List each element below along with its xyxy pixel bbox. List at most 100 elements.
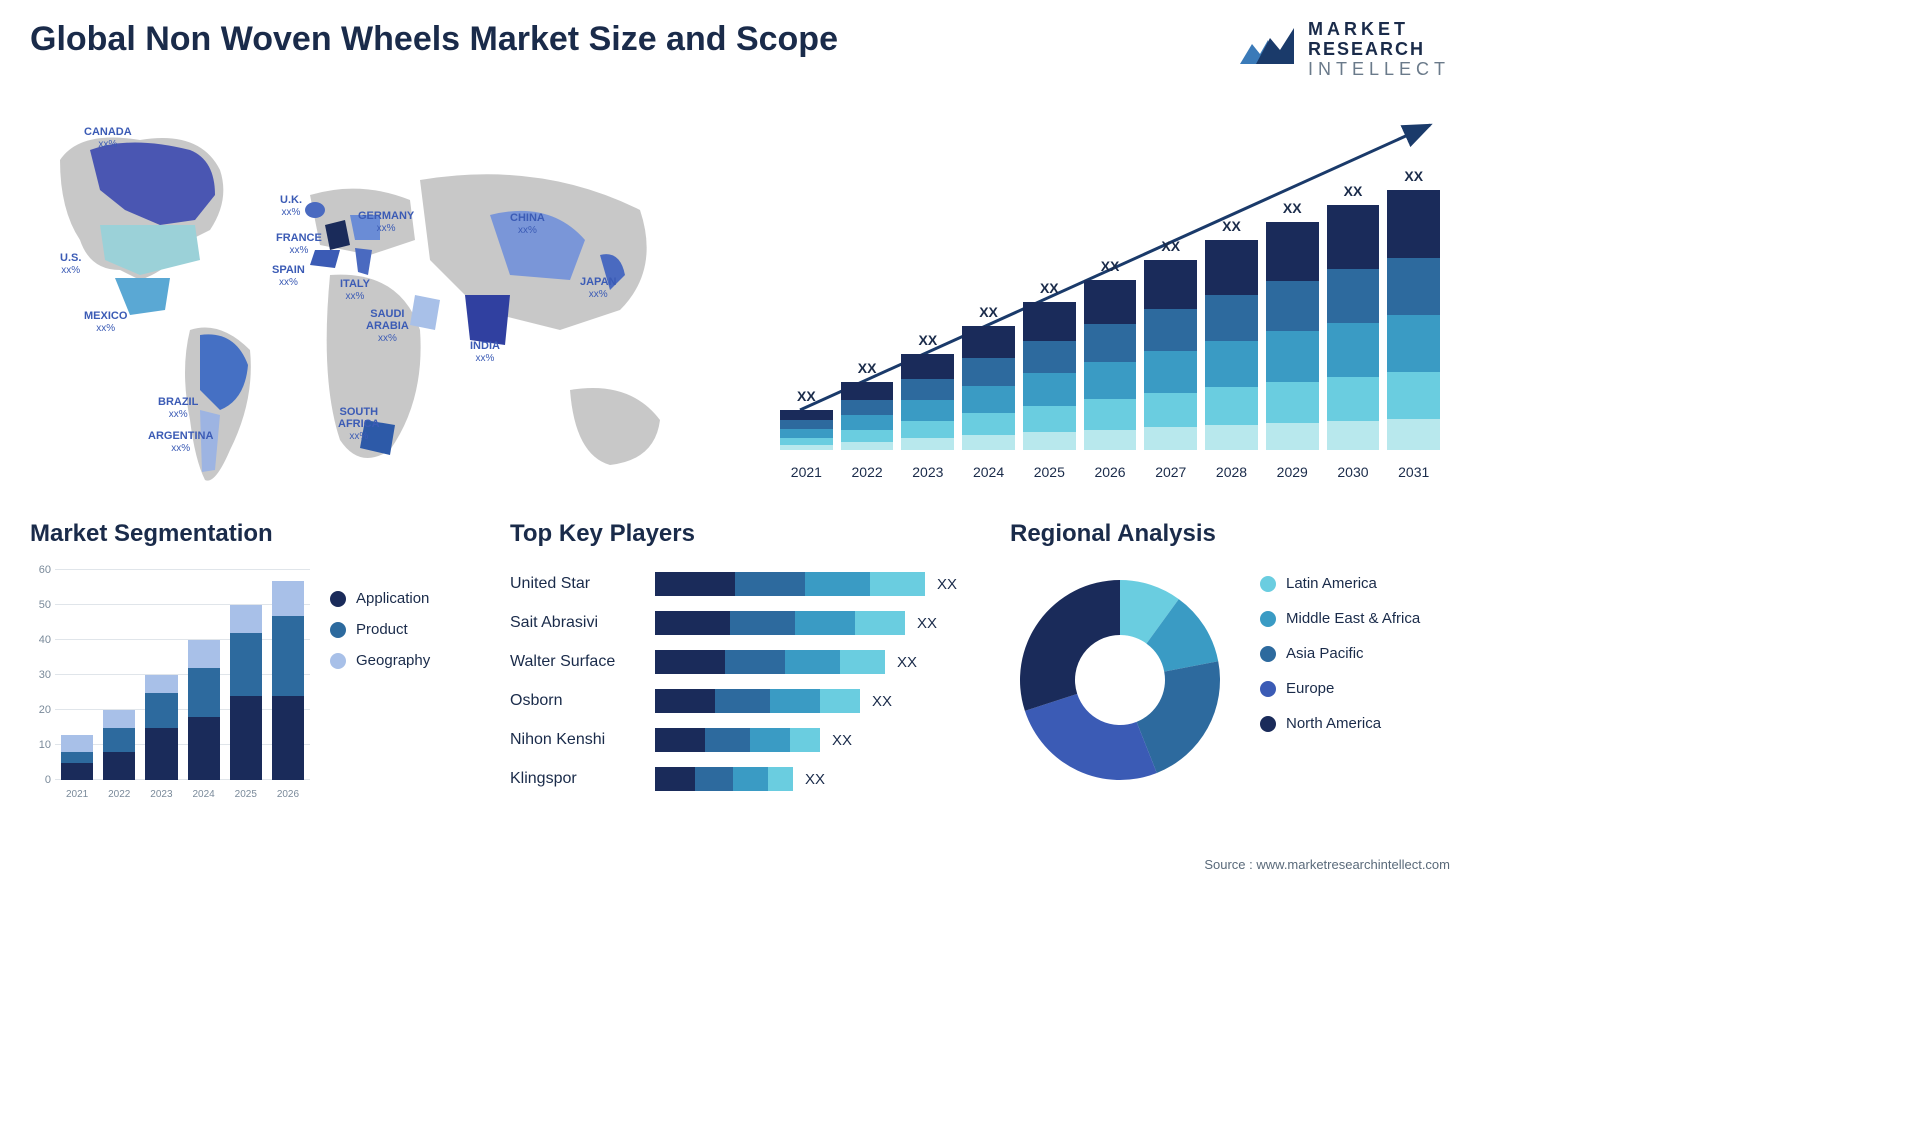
player-row: Sait AbrasiviXX xyxy=(510,609,980,637)
seg-ytick: 10 xyxy=(39,739,51,751)
player-name: Klingspor xyxy=(510,770,655,788)
map-label: ARGENTINAxx% xyxy=(148,430,213,454)
growth-bar xyxy=(780,410,833,450)
legend-label: Product xyxy=(356,621,408,638)
seg-ytick: 20 xyxy=(39,704,51,716)
growth-bar-col: XX xyxy=(962,304,1015,450)
seg-year-label: 2021 xyxy=(61,789,93,800)
seg-bar-segment xyxy=(103,710,135,727)
growth-bar-segment xyxy=(1144,393,1197,427)
player-bar xyxy=(655,650,885,674)
growth-bars: XXXXXXXXXXXXXXXXXXXXXX xyxy=(780,140,1440,450)
page-title: Global Non Woven Wheels Market Size and … xyxy=(30,20,838,59)
map-label: CHINAxx% xyxy=(510,212,545,236)
legend-item: Asia Pacific xyxy=(1260,645,1420,662)
growth-bar-segment xyxy=(1387,419,1440,450)
player-bar xyxy=(655,572,925,596)
growth-value-label: XX xyxy=(1222,218,1241,234)
players-title: Top Key Players xyxy=(510,520,980,548)
growth-bar-segment xyxy=(1023,432,1076,450)
growth-value-label: XX xyxy=(797,388,816,404)
seg-bar-col xyxy=(272,570,304,780)
seg-year-label: 2025 xyxy=(230,789,262,800)
player-row: Walter SurfaceXX xyxy=(510,648,980,676)
player-row: United Star XX xyxy=(510,570,980,598)
growth-year-label: 2031 xyxy=(1387,464,1440,480)
growth-bar-col: XX xyxy=(841,360,894,450)
growth-year-label: 2028 xyxy=(1205,464,1258,480)
logo-text-top: MARKET xyxy=(1308,20,1450,40)
map-label: GERMANYxx% xyxy=(358,210,414,234)
seg-bar-segment xyxy=(188,717,220,780)
player-bar-segment xyxy=(768,767,793,791)
player-bar-segment xyxy=(870,572,925,596)
growth-year-label: 2022 xyxy=(841,464,894,480)
growth-bar-segment xyxy=(901,379,954,400)
seg-bar-col xyxy=(145,570,177,780)
growth-year-label: 2023 xyxy=(901,464,954,480)
player-bar-segment xyxy=(715,689,770,713)
seg-bar-segment xyxy=(272,696,304,780)
player-value: XX xyxy=(937,576,957,593)
growth-bar-segment xyxy=(780,420,833,429)
growth-bar-segment xyxy=(1205,425,1258,450)
growth-bar-segment xyxy=(901,354,954,379)
legend-item: Geography xyxy=(330,652,430,669)
growth-bar xyxy=(1084,280,1137,450)
player-bar-segment xyxy=(735,572,805,596)
growth-year-label: 2029 xyxy=(1266,464,1319,480)
legend-dot xyxy=(1260,681,1276,697)
growth-bar-segment xyxy=(841,382,894,400)
player-value: XX xyxy=(917,615,937,632)
seg-bar-segment xyxy=(61,763,93,780)
player-name: United Star xyxy=(510,575,655,593)
growth-bar xyxy=(1023,302,1076,450)
growth-bar xyxy=(901,354,954,450)
segmentation-xlabels: 202120222023202420252026 xyxy=(55,789,310,800)
growth-value-label: XX xyxy=(1161,238,1180,254)
player-row: KlingsporXX xyxy=(510,765,980,793)
player-bar-segment xyxy=(705,728,750,752)
growth-bar-segment xyxy=(1144,427,1197,450)
regional-section: Regional Analysis Latin AmericaMiddle Ea… xyxy=(1010,520,1450,820)
player-name: Nihon Kenshi xyxy=(510,731,655,749)
seg-bar-segment xyxy=(61,735,93,752)
seg-bar-segment xyxy=(103,728,135,753)
player-bar xyxy=(655,689,860,713)
growth-bar-segment xyxy=(1327,269,1380,323)
segmentation-title: Market Segmentation xyxy=(30,520,450,548)
country-uk xyxy=(305,202,325,218)
growth-bar-segment xyxy=(962,326,1015,358)
player-value: XX xyxy=(832,732,852,749)
seg-ytick: 60 xyxy=(39,564,51,576)
land-au xyxy=(570,388,660,465)
growth-xlabels: 2021202220232024202520262027202820292030… xyxy=(780,464,1440,480)
growth-bar-col: XX xyxy=(1023,280,1076,450)
player-bar-segment xyxy=(655,572,735,596)
player-value: XX xyxy=(872,693,892,710)
growth-bar-segment xyxy=(1084,362,1137,399)
legend-label: Geography xyxy=(356,652,430,669)
growth-bar-segment xyxy=(1387,315,1440,372)
country-india xyxy=(465,295,510,345)
seg-bar-segment xyxy=(230,605,262,633)
growth-value-label: XX xyxy=(1283,200,1302,216)
seg-bar-segment xyxy=(272,616,304,696)
legend-label: Europe xyxy=(1286,680,1334,697)
growth-bar-segment xyxy=(1327,323,1380,377)
player-bar-segment xyxy=(785,650,840,674)
map-label: FRANCExx% xyxy=(276,232,322,256)
growth-year-label: 2030 xyxy=(1327,464,1380,480)
growth-bar-segment xyxy=(1205,240,1258,295)
players-section: Top Key Players United StarXXSait Abrasi… xyxy=(510,520,980,820)
seg-bar-segment xyxy=(188,640,220,668)
player-bar-segment xyxy=(750,728,790,752)
legend-label: Latin America xyxy=(1286,575,1377,592)
player-bar-segment xyxy=(795,611,855,635)
map-label: ITALYxx% xyxy=(340,278,370,302)
growth-year-label: 2026 xyxy=(1084,464,1137,480)
player-bar-segment xyxy=(733,767,768,791)
legend-item: Europe xyxy=(1260,680,1420,697)
growth-bar-segment xyxy=(1205,387,1258,425)
seg-bar-segment xyxy=(230,633,262,696)
